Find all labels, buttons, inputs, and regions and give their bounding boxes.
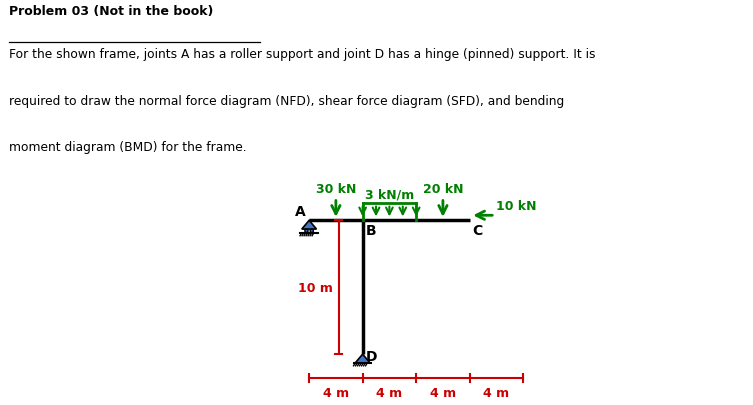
Text: 10 m: 10 m: [297, 281, 333, 294]
Text: 4 m: 4 m: [430, 386, 456, 399]
Text: 4 m: 4 m: [323, 386, 349, 399]
Text: For the shown frame, joints A has a roller support and joint D has a hinge (pinn: For the shown frame, joints A has a roll…: [9, 48, 596, 61]
Text: Problem 03 (Not in the book): Problem 03 (Not in the book): [9, 5, 213, 18]
Text: 3 kN/m: 3 kN/m: [364, 188, 414, 201]
Text: B: B: [365, 223, 376, 237]
Text: 4 m: 4 m: [483, 386, 510, 399]
Text: 20 kN: 20 kN: [422, 183, 463, 196]
Text: 10 kN: 10 kN: [496, 200, 537, 213]
Text: 30 kN: 30 kN: [316, 183, 356, 196]
Text: A: A: [295, 205, 306, 218]
Text: required to draw the normal force diagram (NFD), shear force diagram (SFD), and : required to draw the normal force diagra…: [9, 94, 564, 107]
Ellipse shape: [305, 230, 308, 233]
Polygon shape: [302, 221, 316, 230]
Text: moment diagram (BMD) for the frame.: moment diagram (BMD) for the frame.: [9, 141, 247, 154]
Text: C: C: [472, 223, 483, 237]
Ellipse shape: [310, 230, 313, 233]
Text: D: D: [365, 350, 376, 364]
Text: 4 m: 4 m: [376, 386, 402, 399]
Polygon shape: [355, 354, 370, 363]
